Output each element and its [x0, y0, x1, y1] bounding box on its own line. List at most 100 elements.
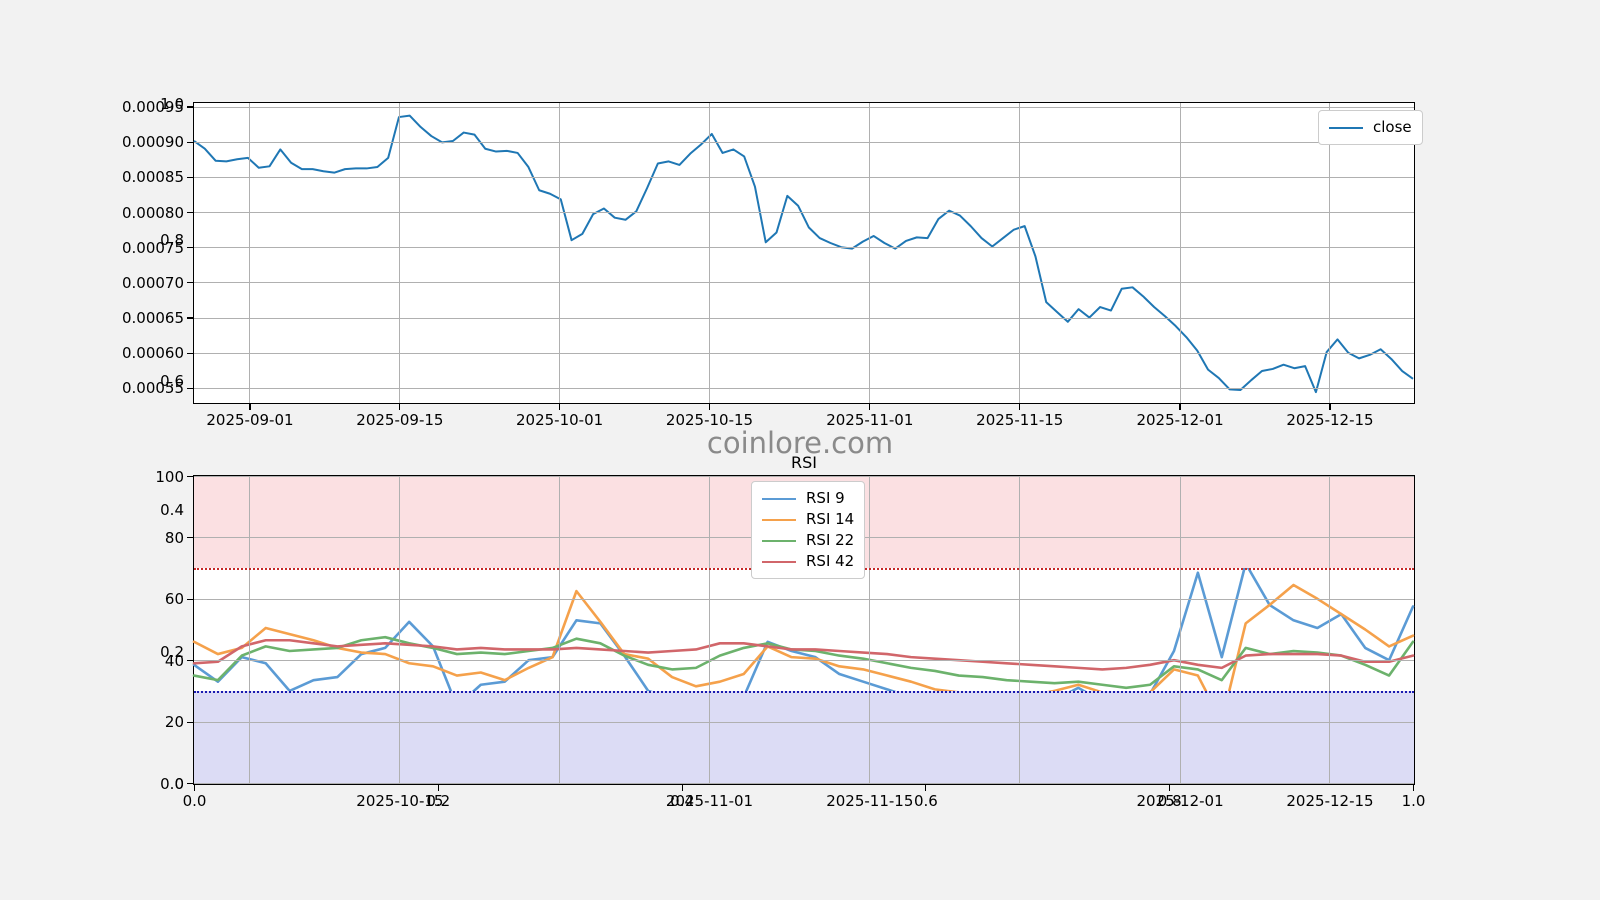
rsi-x-tick-mark: [681, 785, 683, 791]
price-y-tick-label: 0.00095: [121, 98, 184, 117]
price-legend: close: [1318, 110, 1423, 145]
gridline-vertical: [869, 103, 871, 403]
gridline-vertical: [709, 476, 711, 784]
gridline-vertical: [1019, 103, 1021, 403]
gridline-vertical: [1179, 476, 1181, 784]
legend-item[interactable]: RSI 9: [762, 488, 854, 509]
price-y-tick-mark: [187, 247, 193, 249]
price-x-tick-label: 2025-10-15: [665, 411, 754, 429]
rsi-y-overlay-tick-label: 0.2: [160, 643, 184, 661]
legend-item-label: RSI 9: [806, 489, 845, 507]
gridline-horizontal: [194, 141, 1414, 143]
rsi-y-tick-label: 100: [155, 467, 184, 486]
price-y-tick-mark: [187, 317, 193, 319]
price-y-overlay-tick-label: 0.8: [160, 231, 184, 249]
rsi-y-tick-label: 0: [174, 774, 184, 793]
rsi-y-tick-mark: [187, 475, 193, 478]
price-y-tick-mark: [187, 352, 193, 354]
gridline-horizontal: [194, 247, 1414, 249]
price-y-tick-mark: [187, 387, 193, 390]
rsi-x-overlay-tick-label: 0.8: [1157, 792, 1182, 810]
gridline-vertical: [1329, 476, 1331, 784]
gridline-horizontal: [194, 721, 1414, 723]
price-y-tick-label: 0.00090: [121, 133, 184, 152]
gridline-horizontal: [194, 352, 1414, 354]
price-x-tick-mark: [869, 404, 871, 410]
gridline-vertical: [249, 476, 251, 784]
price-line-series: [193, 114, 1414, 394]
price-y-tick-mark: [187, 282, 193, 284]
rsi-y-tick-mark: [187, 598, 193, 600]
gridline-vertical: [399, 476, 401, 784]
price-x-tick-label: 2025-11-01: [826, 411, 914, 429]
legend-line-swatch: [762, 518, 796, 521]
gridline-horizontal: [194, 783, 1414, 784]
rsi-chart-axes: [192, 475, 1415, 785]
price-y-tick-mark: [187, 141, 193, 143]
gridline-horizontal: [194, 476, 1414, 477]
rsi-y-tick-label: 80: [164, 528, 184, 547]
rsi-x-tick-mark: [437, 785, 439, 791]
rsi-x-date-tick-label: 2025-11-01: [665, 792, 754, 810]
price-y-tick-label: 0.00055: [121, 379, 184, 398]
price-x-tick-mark: [558, 404, 561, 410]
legend-item[interactable]: RSI 14: [762, 509, 854, 530]
price-x-tick-mark: [1329, 404, 1331, 410]
rsi-x-overlay-tick-label: 0.4: [670, 792, 695, 810]
gridline-vertical: [249, 103, 251, 403]
rsi-x-date-tick-label: 2025-12-15: [1286, 792, 1374, 810]
price-x-tick-label: 2025-09-01: [206, 411, 294, 429]
gridline-vertical: [559, 476, 561, 784]
rsi-x-overlay-tick-label: 1.0: [1401, 792, 1426, 810]
rsi-legend: RSI 9 RSI 14 RSI 22 RSI 42: [751, 481, 866, 579]
legend-line-swatch: [762, 560, 796, 563]
price-y-tick-mark: [187, 106, 193, 108]
close-price-line: [193, 114, 1414, 394]
gridline-horizontal: [194, 176, 1414, 178]
legend-line-swatch: [762, 497, 796, 500]
price-y-tick-mark: [187, 176, 193, 178]
price-x-tick-label: 2025-12-01: [1136, 411, 1224, 429]
rsi-y-tick-mark: [187, 721, 193, 723]
rsi-x-overlay-tick-label: 0.0: [182, 792, 207, 810]
rsi-x-tick-mark: [1169, 785, 1171, 791]
rsi-y-overlay-tick-label: 0.0: [160, 775, 184, 793]
legend-line-swatch: [1329, 126, 1363, 129]
legend-item-label: close: [1373, 118, 1412, 136]
gridline-vertical: [1019, 476, 1021, 784]
legend-item[interactable]: RSI 42: [762, 551, 854, 572]
gridline-horizontal: [194, 387, 1414, 389]
gridline-vertical: [1329, 103, 1331, 403]
gridline-horizontal: [194, 660, 1414, 662]
legend-item[interactable]: close: [1329, 117, 1412, 138]
price-x-tick-label: 2025-10-01: [515, 411, 604, 429]
price-x-tick-mark: [1179, 404, 1181, 410]
rsi-y-tick-mark: [187, 660, 193, 662]
legend-item-label: RSI 42: [806, 552, 855, 570]
rsi-x-date-tick-label: 2025-11-15: [826, 792, 914, 810]
legend-item-label: RSI 14: [806, 510, 855, 528]
gridline-horizontal: [194, 598, 1414, 600]
oversold-threshold-line: [194, 690, 1414, 693]
price-x-tick-mark: [399, 404, 401, 410]
price-x-tick-mark: [1019, 404, 1021, 410]
price-y-tick-label: 0.00060: [121, 344, 184, 363]
rsi-x-tick-mark: [1412, 785, 1415, 791]
rsi-y-tick-label: 60: [164, 590, 184, 609]
rsi-line-rsi-9: [192, 562, 1415, 730]
rsi-x-date-tick-label: 2025-10-15: [356, 792, 444, 810]
legend-item[interactable]: RSI 22: [762, 530, 854, 551]
price-y-tick-label: 0.00080: [121, 203, 184, 222]
legend-line-swatch: [762, 539, 796, 542]
rsi-y-tick-mark: [187, 782, 193, 785]
price-x-tick-label: 2025-09-15: [356, 411, 444, 429]
rsi-y-tick-label: 20: [164, 713, 184, 732]
watermark: coinlore.com: [706, 426, 894, 460]
price-x-tick-label: 2025-12-15: [1286, 411, 1374, 429]
rsi-line-rsi-42: [192, 638, 1415, 671]
gridline-vertical: [709, 103, 711, 403]
price-chart-axes: [193, 102, 1415, 404]
gridline-horizontal: [194, 317, 1414, 319]
legend-item-label: RSI 22: [806, 531, 855, 549]
price-x-tick-mark: [708, 404, 711, 410]
